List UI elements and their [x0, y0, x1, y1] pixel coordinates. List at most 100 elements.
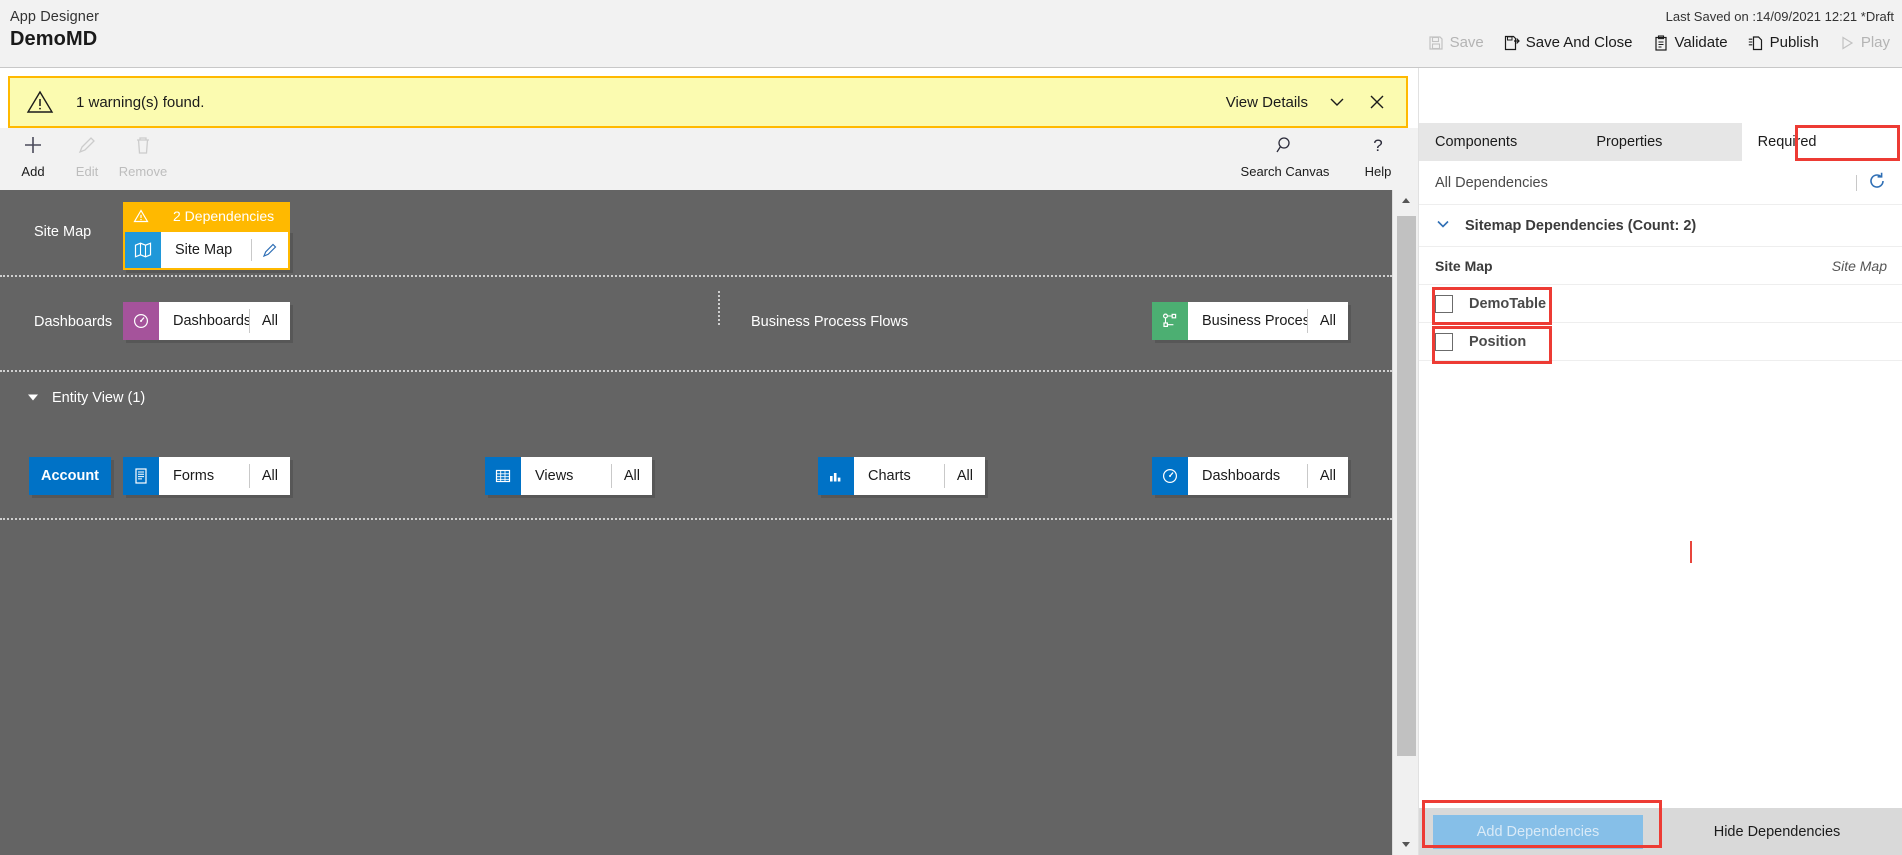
tile-separator: [943, 464, 945, 488]
tile-separator: [1306, 464, 1308, 488]
save-button[interactable]: Save: [1420, 30, 1492, 55]
canvas-zone-dashboards: Dashboards Dashboards All Business Proce…: [0, 277, 1392, 372]
tab-properties[interactable]: Properties: [1580, 123, 1741, 161]
canvas-zone-sitemap: Site Map 2 Dependencies Site Map: [0, 190, 1392, 277]
tab-components[interactable]: Components: [1419, 123, 1580, 161]
zone-label-dashboards: Dashboards: [34, 314, 113, 330]
tile-separator: [251, 239, 252, 261]
zone-label-sitemap: Site Map: [34, 224, 92, 240]
command-bar: Save Save And Close Validate Publish Pla: [1420, 30, 1898, 55]
dependency-checkbox[interactable]: [1435, 294, 1453, 313]
tile-label: Dashboards: [173, 313, 249, 329]
group-label: Sitemap Dependencies (Count: 2): [1465, 217, 1697, 234]
warning-triangle-icon: [123, 208, 159, 224]
warning-banner-actions: View Details: [1226, 91, 1388, 113]
tile-views[interactable]: Views All: [485, 457, 652, 495]
chevron-down-icon[interactable]: [1326, 91, 1348, 113]
search-canvas-label: Search Canvas: [1240, 164, 1330, 179]
tile-site-map[interactable]: Site Map: [123, 230, 290, 270]
save-and-close-button[interactable]: Save And Close: [1496, 30, 1641, 55]
bpf-divider: [718, 291, 720, 325]
tile-forms[interactable]: Forms All: [123, 457, 290, 495]
map-icon: [125, 232, 161, 268]
search-icon: [1230, 134, 1340, 164]
search-canvas-button[interactable]: Search Canvas: [1230, 134, 1340, 179]
tile-entity-dashboards[interactable]: Dashboards All: [1152, 457, 1348, 495]
view-details-link[interactable]: View Details: [1225, 93, 1308, 111]
pencil-icon[interactable]: [252, 232, 288, 268]
sitemap-dependencies-group-header[interactable]: Sitemap Dependencies (Count: 2): [1419, 205, 1902, 247]
app-designer-label: App Designer: [10, 9, 100, 25]
plus-icon: [2, 134, 64, 164]
text-caret-marker: [1690, 541, 1692, 563]
tile-label: Dashboards: [1202, 468, 1281, 484]
validate-button[interactable]: Validate: [1645, 30, 1736, 55]
subgroup-name: Site Map: [1435, 257, 1493, 274]
save-and-close-icon: [1504, 35, 1520, 51]
save-icon: [1428, 35, 1444, 51]
tile-separator: [610, 464, 612, 488]
remove-button[interactable]: Remove: [112, 134, 174, 179]
scroll-down-arrow-icon[interactable]: [1393, 833, 1419, 855]
tile-separator: [1307, 309, 1308, 333]
subgroup-type: Site Map: [1831, 257, 1887, 274]
warning-triangle-icon: [26, 88, 54, 116]
dependency-checkbox[interactable]: [1435, 332, 1453, 351]
tab-label: Properties: [1596, 134, 1663, 150]
divider: [1856, 174, 1857, 191]
canvas-scrollbar[interactable]: [1392, 190, 1418, 855]
pencil-icon: [56, 134, 118, 164]
tile-badge: All: [623, 468, 640, 484]
tile-label: Business Proces...: [1202, 313, 1307, 329]
entity-button-account[interactable]: Account: [29, 457, 111, 495]
forms-icon: [123, 457, 159, 495]
bar-chart-icon: [818, 457, 854, 495]
publish-label: Publish: [1769, 34, 1819, 51]
refresh-icon[interactable]: [1867, 171, 1887, 194]
canvas-zone-entity-components: Account Forms All Views All Charts All: [0, 434, 1392, 520]
canvas-toolbar: Add Edit Remove Search Canvas ? Help: [0, 128, 1418, 190]
play-button[interactable]: Play: [1831, 30, 1898, 55]
dependency-row-demotable[interactable]: DemoTable: [1419, 285, 1902, 323]
sitemap-tile-group: 2 Dependencies Site Map: [123, 202, 290, 270]
dependency-badge-label: 2 Dependencies: [173, 208, 275, 224]
edit-button[interactable]: Edit: [56, 134, 118, 179]
right-side-panel: Components Properties Required All Depen…: [1418, 68, 1902, 855]
publish-button[interactable]: Publish: [1740, 30, 1827, 55]
entity-view-toggle[interactable]: Entity View (1): [26, 390, 145, 406]
scroll-up-arrow-icon[interactable]: [1393, 190, 1419, 212]
tile-badge: All: [1319, 313, 1336, 329]
add-dependencies-button[interactable]: Add Dependencies: [1433, 814, 1643, 849]
scrollbar-thumb[interactable]: [1397, 216, 1416, 756]
dependency-badge[interactable]: 2 Dependencies: [123, 202, 290, 230]
add-button[interactable]: Add: [2, 134, 64, 179]
entity-view-label: Entity View (1): [52, 390, 146, 406]
canvas-zone-entity-header: Entity View (1): [0, 372, 1392, 434]
sitemap-subgroup-row: Site Map Site Map: [1419, 247, 1902, 285]
hide-dependencies-button[interactable]: Hide Dependencies: [1713, 823, 1841, 840]
save-label: Save: [1449, 34, 1484, 51]
add-label: Add: [21, 164, 45, 179]
publish-icon: [1748, 35, 1764, 51]
chevron-down-icon: [1419, 216, 1451, 235]
close-icon[interactable]: [1366, 91, 1388, 113]
play-triangle-icon: [1839, 35, 1855, 51]
tile-label: Site Map: [175, 242, 233, 258]
help-button[interactable]: ? Help: [1346, 134, 1410, 179]
warning-banner: 1 warning(s) found. View Details: [8, 76, 1408, 128]
question-mark-icon: ?: [1346, 134, 1410, 164]
dashboard-gauge-icon: [1152, 457, 1188, 495]
tile-badge: All: [1319, 468, 1336, 484]
panel-footer: Add Dependencies Hide Dependencies: [1419, 808, 1902, 855]
dependency-label: DemoTable: [1469, 295, 1547, 312]
tile-dashboards[interactable]: Dashboards All: [123, 302, 290, 340]
validate-label: Validate: [1674, 34, 1728, 51]
tab-required[interactable]: Required: [1741, 123, 1902, 161]
tile-charts[interactable]: Charts All: [818, 457, 985, 495]
tile-separator: [248, 464, 250, 488]
tile-business-process-flows[interactable]: Business Proces... All: [1152, 302, 1348, 340]
remove-label: Remove: [118, 164, 168, 179]
tile-badge: All: [956, 468, 973, 484]
dependency-row-position[interactable]: Position: [1419, 323, 1902, 361]
tile-label: Forms: [173, 468, 215, 484]
